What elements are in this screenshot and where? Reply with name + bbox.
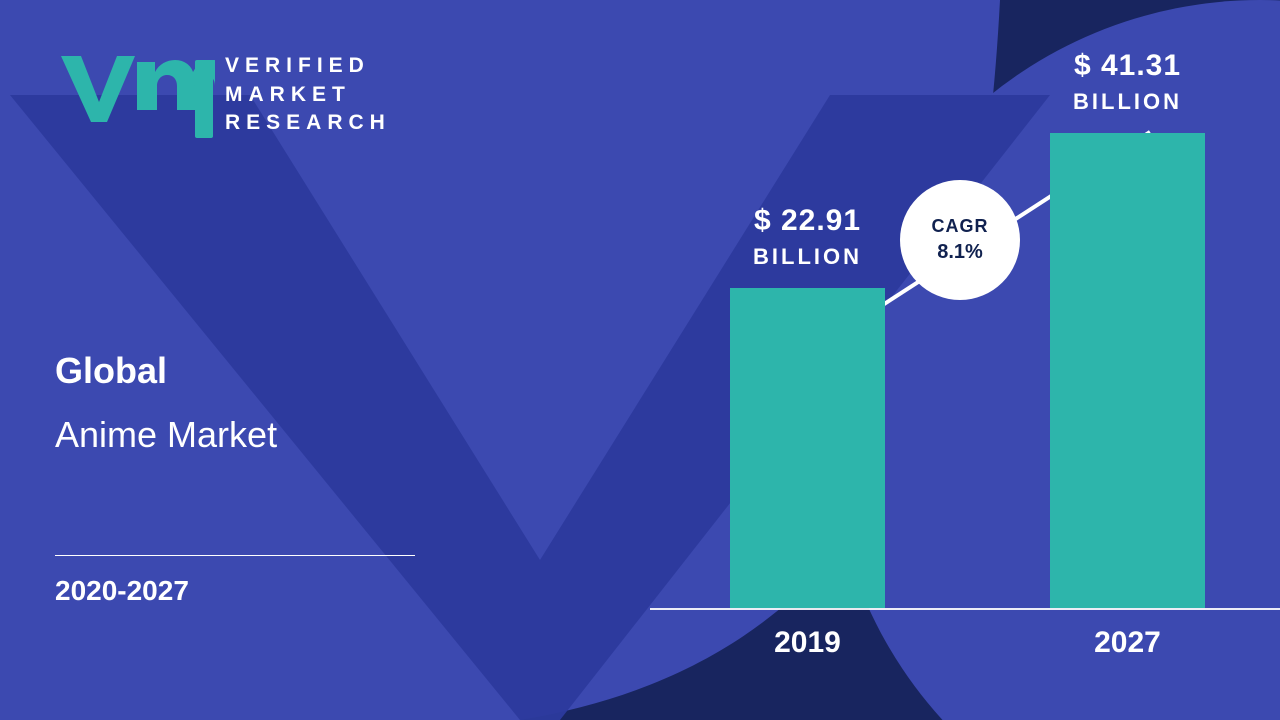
value-amount: $ 22.91 <box>710 204 905 238</box>
value-unit: BILLION <box>710 244 905 270</box>
logo-text: VERIFIED MARKET RESEARCH <box>225 52 391 137</box>
title-line1: Global <box>55 350 277 392</box>
title-line2: Anime Market <box>55 414 277 456</box>
infographic-stage: VERIFIED MARKET RESEARCH Global Anime Ma… <box>0 0 1280 720</box>
title-divider <box>55 555 415 556</box>
x-axis <box>650 608 1280 610</box>
cagr-badge: CAGR 8.1% <box>900 180 1020 300</box>
title-block: Global Anime Market <box>55 350 277 456</box>
cagr-label: CAGR <box>932 216 989 237</box>
brand-logo: VERIFIED MARKET RESEARCH <box>55 50 391 140</box>
cagr-value: 8.1% <box>937 241 983 264</box>
logo-text-line2: MARKET <box>225 81 391 109</box>
bar-value-label: $ 41.31 BILLION <box>1030 49 1225 115</box>
logo-text-line1: VERIFIED <box>225 52 391 80</box>
value-amount: $ 41.31 <box>1030 49 1225 83</box>
x-axis-label: 2027 <box>1030 626 1225 660</box>
bar-chart: CAGR 8.1% 2019 $ 22.91 BILLION 2027 $ 41.31 B… <box>650 0 1280 720</box>
value-unit: BILLION <box>1030 89 1225 115</box>
logo-mark-icon <box>55 50 215 140</box>
forecast-years: 2020-2027 <box>55 575 189 607</box>
bar-value-label: $ 22.91 BILLION <box>710 204 905 270</box>
chart-bar <box>730 288 885 608</box>
chart-bar <box>1050 133 1205 608</box>
x-axis-label: 2019 <box>710 626 905 660</box>
logo-text-line3: RESEARCH <box>225 109 391 137</box>
